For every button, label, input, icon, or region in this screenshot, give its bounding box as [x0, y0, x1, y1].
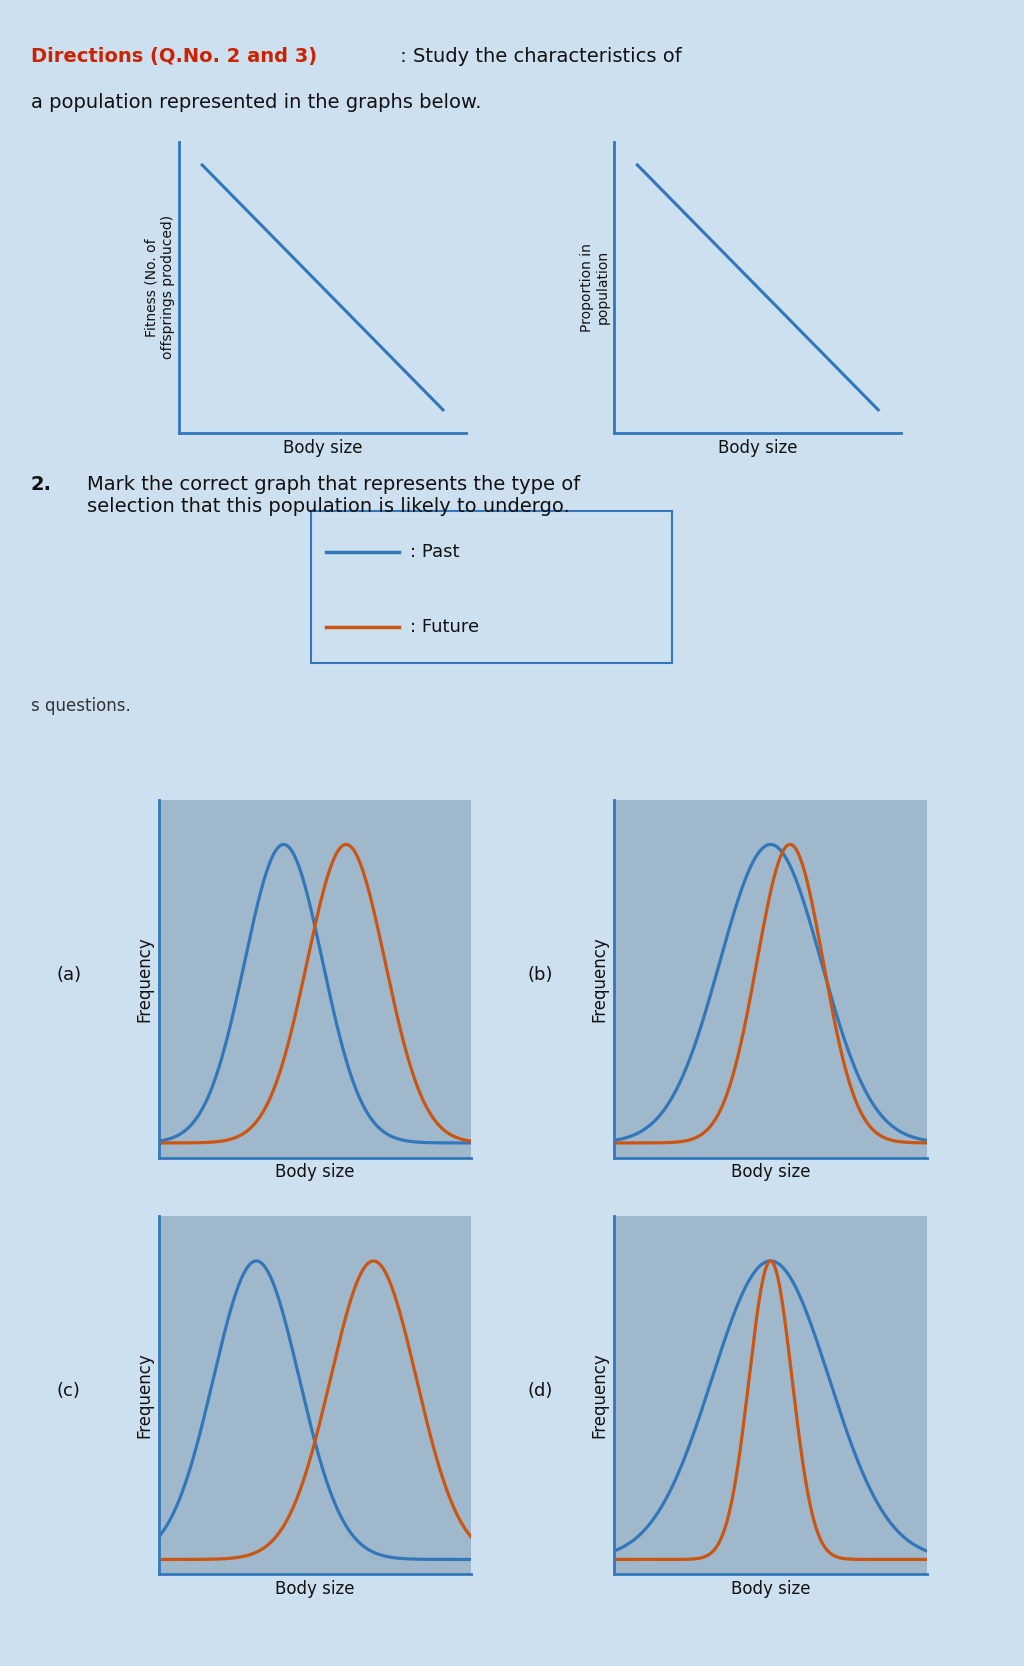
Text: (c): (c): [56, 1383, 80, 1399]
Text: Directions (Q.No. 2 and 3): Directions (Q.No. 2 and 3): [31, 47, 316, 65]
Text: : Future: : Future: [411, 618, 479, 636]
Y-axis label: Proportion in
population: Proportion in population: [580, 243, 610, 332]
Text: 2.: 2.: [31, 475, 52, 493]
Text: Mark the correct graph that represents the type of
selection that this populatio: Mark the correct graph that represents t…: [87, 475, 581, 516]
X-axis label: Body size: Body size: [283, 438, 362, 456]
X-axis label: Body size: Body size: [718, 438, 798, 456]
Text: (b): (b): [527, 966, 553, 983]
X-axis label: Body size: Body size: [275, 1579, 354, 1598]
X-axis label: Body size: Body size: [731, 1579, 810, 1598]
Y-axis label: Frequency: Frequency: [135, 936, 154, 1021]
X-axis label: Body size: Body size: [275, 1163, 354, 1181]
Text: (a): (a): [56, 966, 82, 983]
Y-axis label: Frequency: Frequency: [135, 1353, 154, 1438]
Text: a population represented in the graphs below.: a population represented in the graphs b…: [31, 93, 481, 112]
Y-axis label: Fitness (No. of
offsprings produced): Fitness (No. of offsprings produced): [144, 215, 175, 360]
Text: : Past: : Past: [411, 543, 460, 561]
Y-axis label: Frequency: Frequency: [591, 936, 609, 1021]
X-axis label: Body size: Body size: [731, 1163, 810, 1181]
Text: (d): (d): [527, 1383, 553, 1399]
Y-axis label: Frequency: Frequency: [591, 1353, 609, 1438]
Text: : Study the characteristics of: : Study the characteristics of: [394, 47, 682, 65]
Text: s questions.: s questions.: [31, 698, 130, 715]
